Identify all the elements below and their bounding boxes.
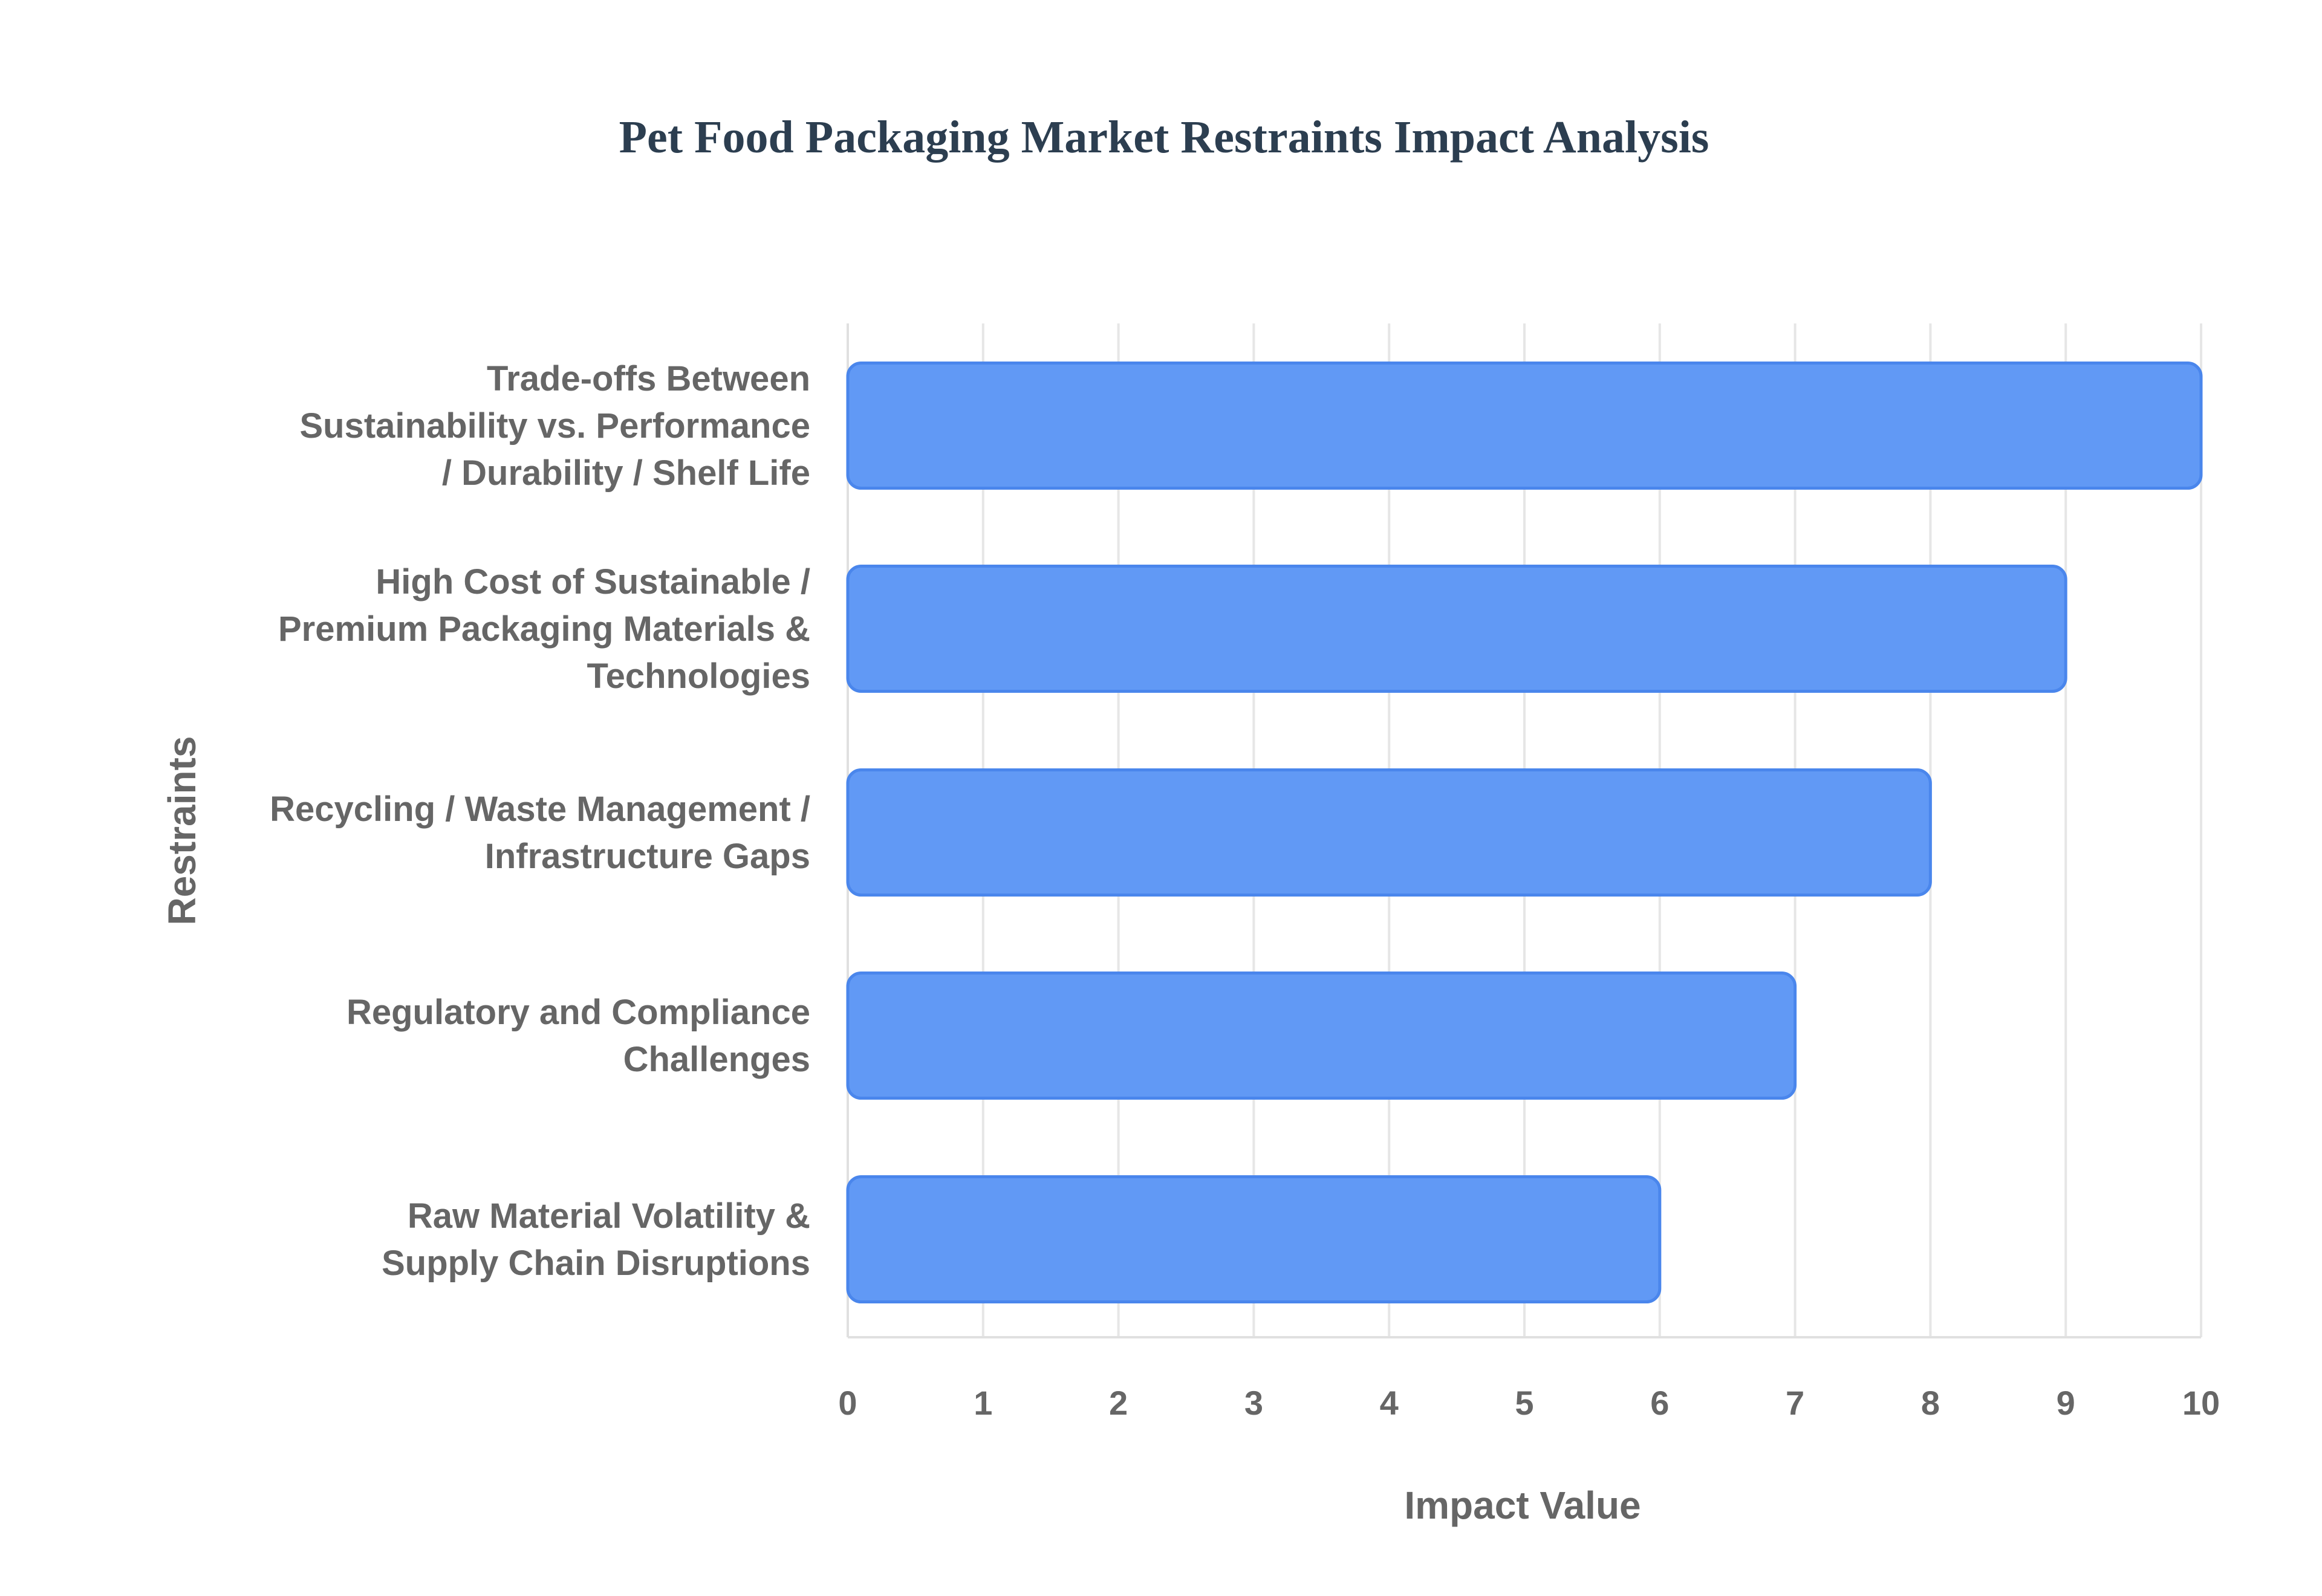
- bar[interactable]: [846, 362, 2203, 490]
- y-category-label-line: Challenges: [623, 1040, 810, 1079]
- x-axis-title: Impact Value: [1404, 1484, 1641, 1527]
- y-category-label-line: Supply Chain Disruptions: [382, 1244, 810, 1283]
- bar[interactable]: [846, 565, 2067, 693]
- y-category-label-line: Premium Packaging Materials &: [278, 609, 810, 649]
- chart-title: Pet Food Packaging Market Restraints Imp…: [619, 112, 1709, 163]
- y-category-label: Regulatory and Compliance Challenges: [346, 993, 810, 1079]
- y-category-label-line: Infrastructure Gaps: [485, 837, 810, 876]
- y-category-label: Recycling / Waste Management / Infrastruc…: [270, 790, 810, 876]
- y-category-label-line: High Cost of Sustainable /: [376, 562, 810, 602]
- x-tick-label: 8: [1921, 1384, 1940, 1422]
- y-category-label-line: Regulatory and Compliance: [346, 993, 810, 1032]
- bar[interactable]: [846, 768, 1932, 897]
- y-category-label-line: Sustainability vs. Performance: [299, 406, 810, 446]
- x-tick-label: 6: [1650, 1384, 1669, 1422]
- x-tick-label: 10: [2182, 1384, 2220, 1422]
- x-tick-label: 5: [1515, 1384, 1533, 1422]
- y-category-label: Trade-offs Between Sustainability vs. Per…: [299, 359, 810, 493]
- y-category-label-line: Recycling / Waste Management /: [270, 790, 810, 829]
- x-tick-label: 4: [1380, 1384, 1399, 1422]
- x-tick-label: 1: [974, 1384, 992, 1422]
- x-tick-label: 0: [838, 1384, 857, 1422]
- x-tick-label: 2: [1109, 1384, 1128, 1422]
- bar[interactable]: [846, 972, 1797, 1100]
- y-category-label-line: Technologies: [587, 657, 810, 696]
- y-axis-categories: Trade-offs Between Sustainability vs. Per…: [270, 359, 810, 1283]
- y-category-label: Raw Material Volatility & Supply Chain Di…: [382, 1196, 810, 1283]
- bars: [846, 362, 2203, 1303]
- x-tick-label: 7: [1786, 1384, 1804, 1422]
- x-tick-label: 9: [2057, 1384, 2075, 1422]
- y-category-label-line: / Durability / Shelf Life: [442, 453, 810, 493]
- y-category-label: High Cost of Sustainable / Premium Packag…: [278, 562, 810, 696]
- x-tick-label: 3: [1244, 1384, 1263, 1422]
- y-category-label-line: Raw Material Volatility &: [408, 1196, 810, 1236]
- bar[interactable]: [846, 1175, 1662, 1303]
- y-axis-title: Restraints: [160, 736, 204, 926]
- x-axis-ticks: 0 1 2 3 4 5 6 7 8 9 10: [838, 1384, 2220, 1422]
- y-category-label-line: Trade-offs Between: [487, 359, 810, 398]
